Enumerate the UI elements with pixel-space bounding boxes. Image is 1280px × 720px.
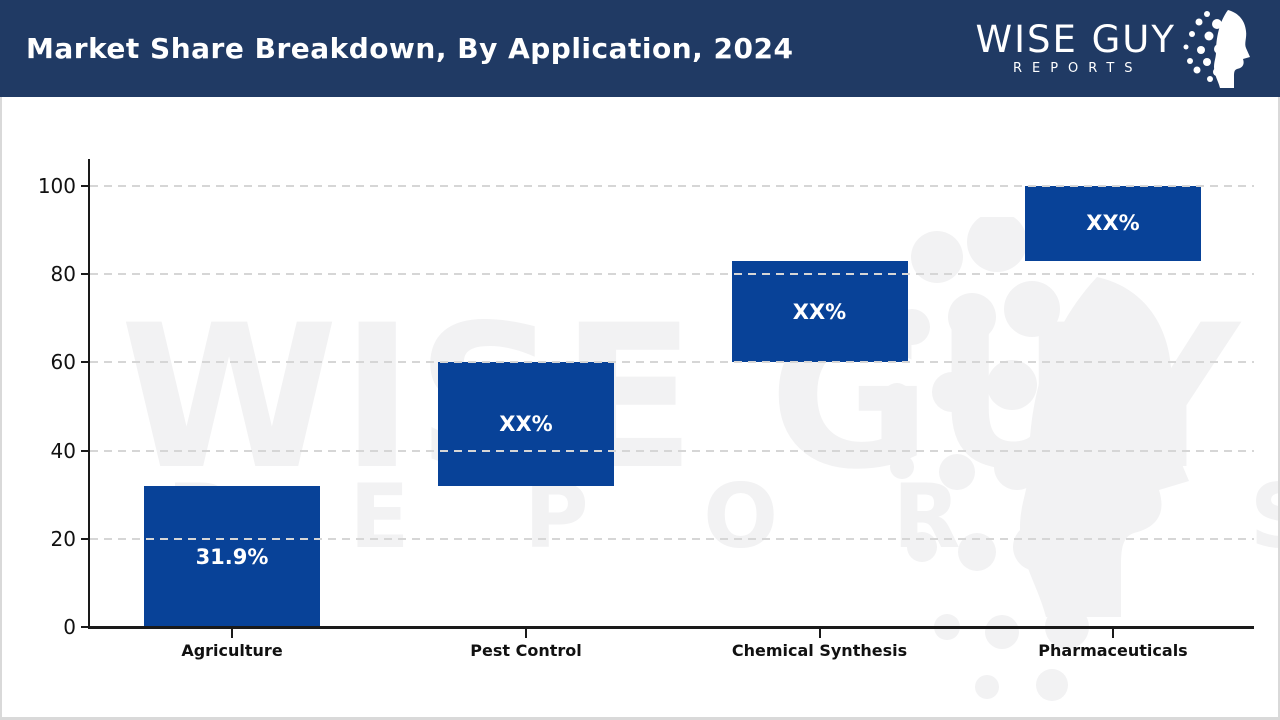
x-tick-mark — [525, 629, 527, 638]
y-axis-line — [88, 159, 90, 629]
chart-title: Market Share Breakdown, By Application, … — [26, 32, 794, 65]
header-bar: Market Share Breakdown, By Application, … — [0, 0, 1280, 97]
x-tick-mark — [1112, 629, 1114, 638]
x-category-label: Pharmaceuticals — [1038, 641, 1188, 660]
y-tick-mark — [81, 537, 90, 540]
bar-value-label: XX% — [792, 299, 847, 324]
y-tick-label: 100 — [37, 174, 76, 198]
logo-text: WISE GUY REPORTS — [976, 21, 1176, 76]
gridline-20 — [90, 537, 1254, 540]
x-category-label: Pest Control — [470, 641, 582, 660]
y-tick-mark — [81, 449, 90, 452]
brand-logo: WISE GUY REPORTS — [976, 7, 1254, 91]
x-axis-line — [88, 626, 1254, 629]
gridline-100 — [90, 185, 1254, 187]
y-tick-label: 40 — [50, 438, 76, 463]
waterfall-bar-1: 31.9% — [144, 486, 320, 627]
x-tick-mark — [818, 629, 821, 638]
logo-wordmark: WISE GUY — [975, 18, 1176, 61]
bar-value-label: XX% — [499, 412, 553, 437]
gridline-80 — [90, 273, 1254, 276]
bar-value-label: XX% — [1086, 211, 1140, 236]
chart-canvas: WISE GUY R E P O R T S 31.9% XX% XX% XX% 0 20… — [0, 97, 1280, 720]
x-category-label: Agriculture — [181, 641, 283, 660]
logo-subtext: REPORTS — [1012, 61, 1143, 76]
y-tick-label: 20 — [50, 526, 76, 551]
y-tick-mark — [81, 273, 90, 276]
y-tick-mark — [81, 626, 90, 628]
gridline-40 — [90, 449, 1254, 452]
y-tick-mark — [81, 361, 90, 364]
waterfall-bar-2: XX% — [438, 362, 614, 487]
y-tick-label: 60 — [50, 350, 76, 375]
y-tick-label: 0 — [63, 615, 76, 639]
waterfall-bar-3: XX% — [731, 260, 908, 363]
y-tick-mark — [81, 185, 90, 187]
gridline-60 — [90, 361, 1254, 364]
y-tick-label: 80 — [50, 262, 76, 287]
logo-face-icon — [1183, 9, 1250, 88]
x-category-label: Chemical Synthesis — [731, 641, 908, 660]
waterfall-bar-4: XX% — [1025, 186, 1201, 261]
bar-value-label: 31.9% — [195, 544, 269, 569]
x-tick-mark — [231, 629, 233, 638]
